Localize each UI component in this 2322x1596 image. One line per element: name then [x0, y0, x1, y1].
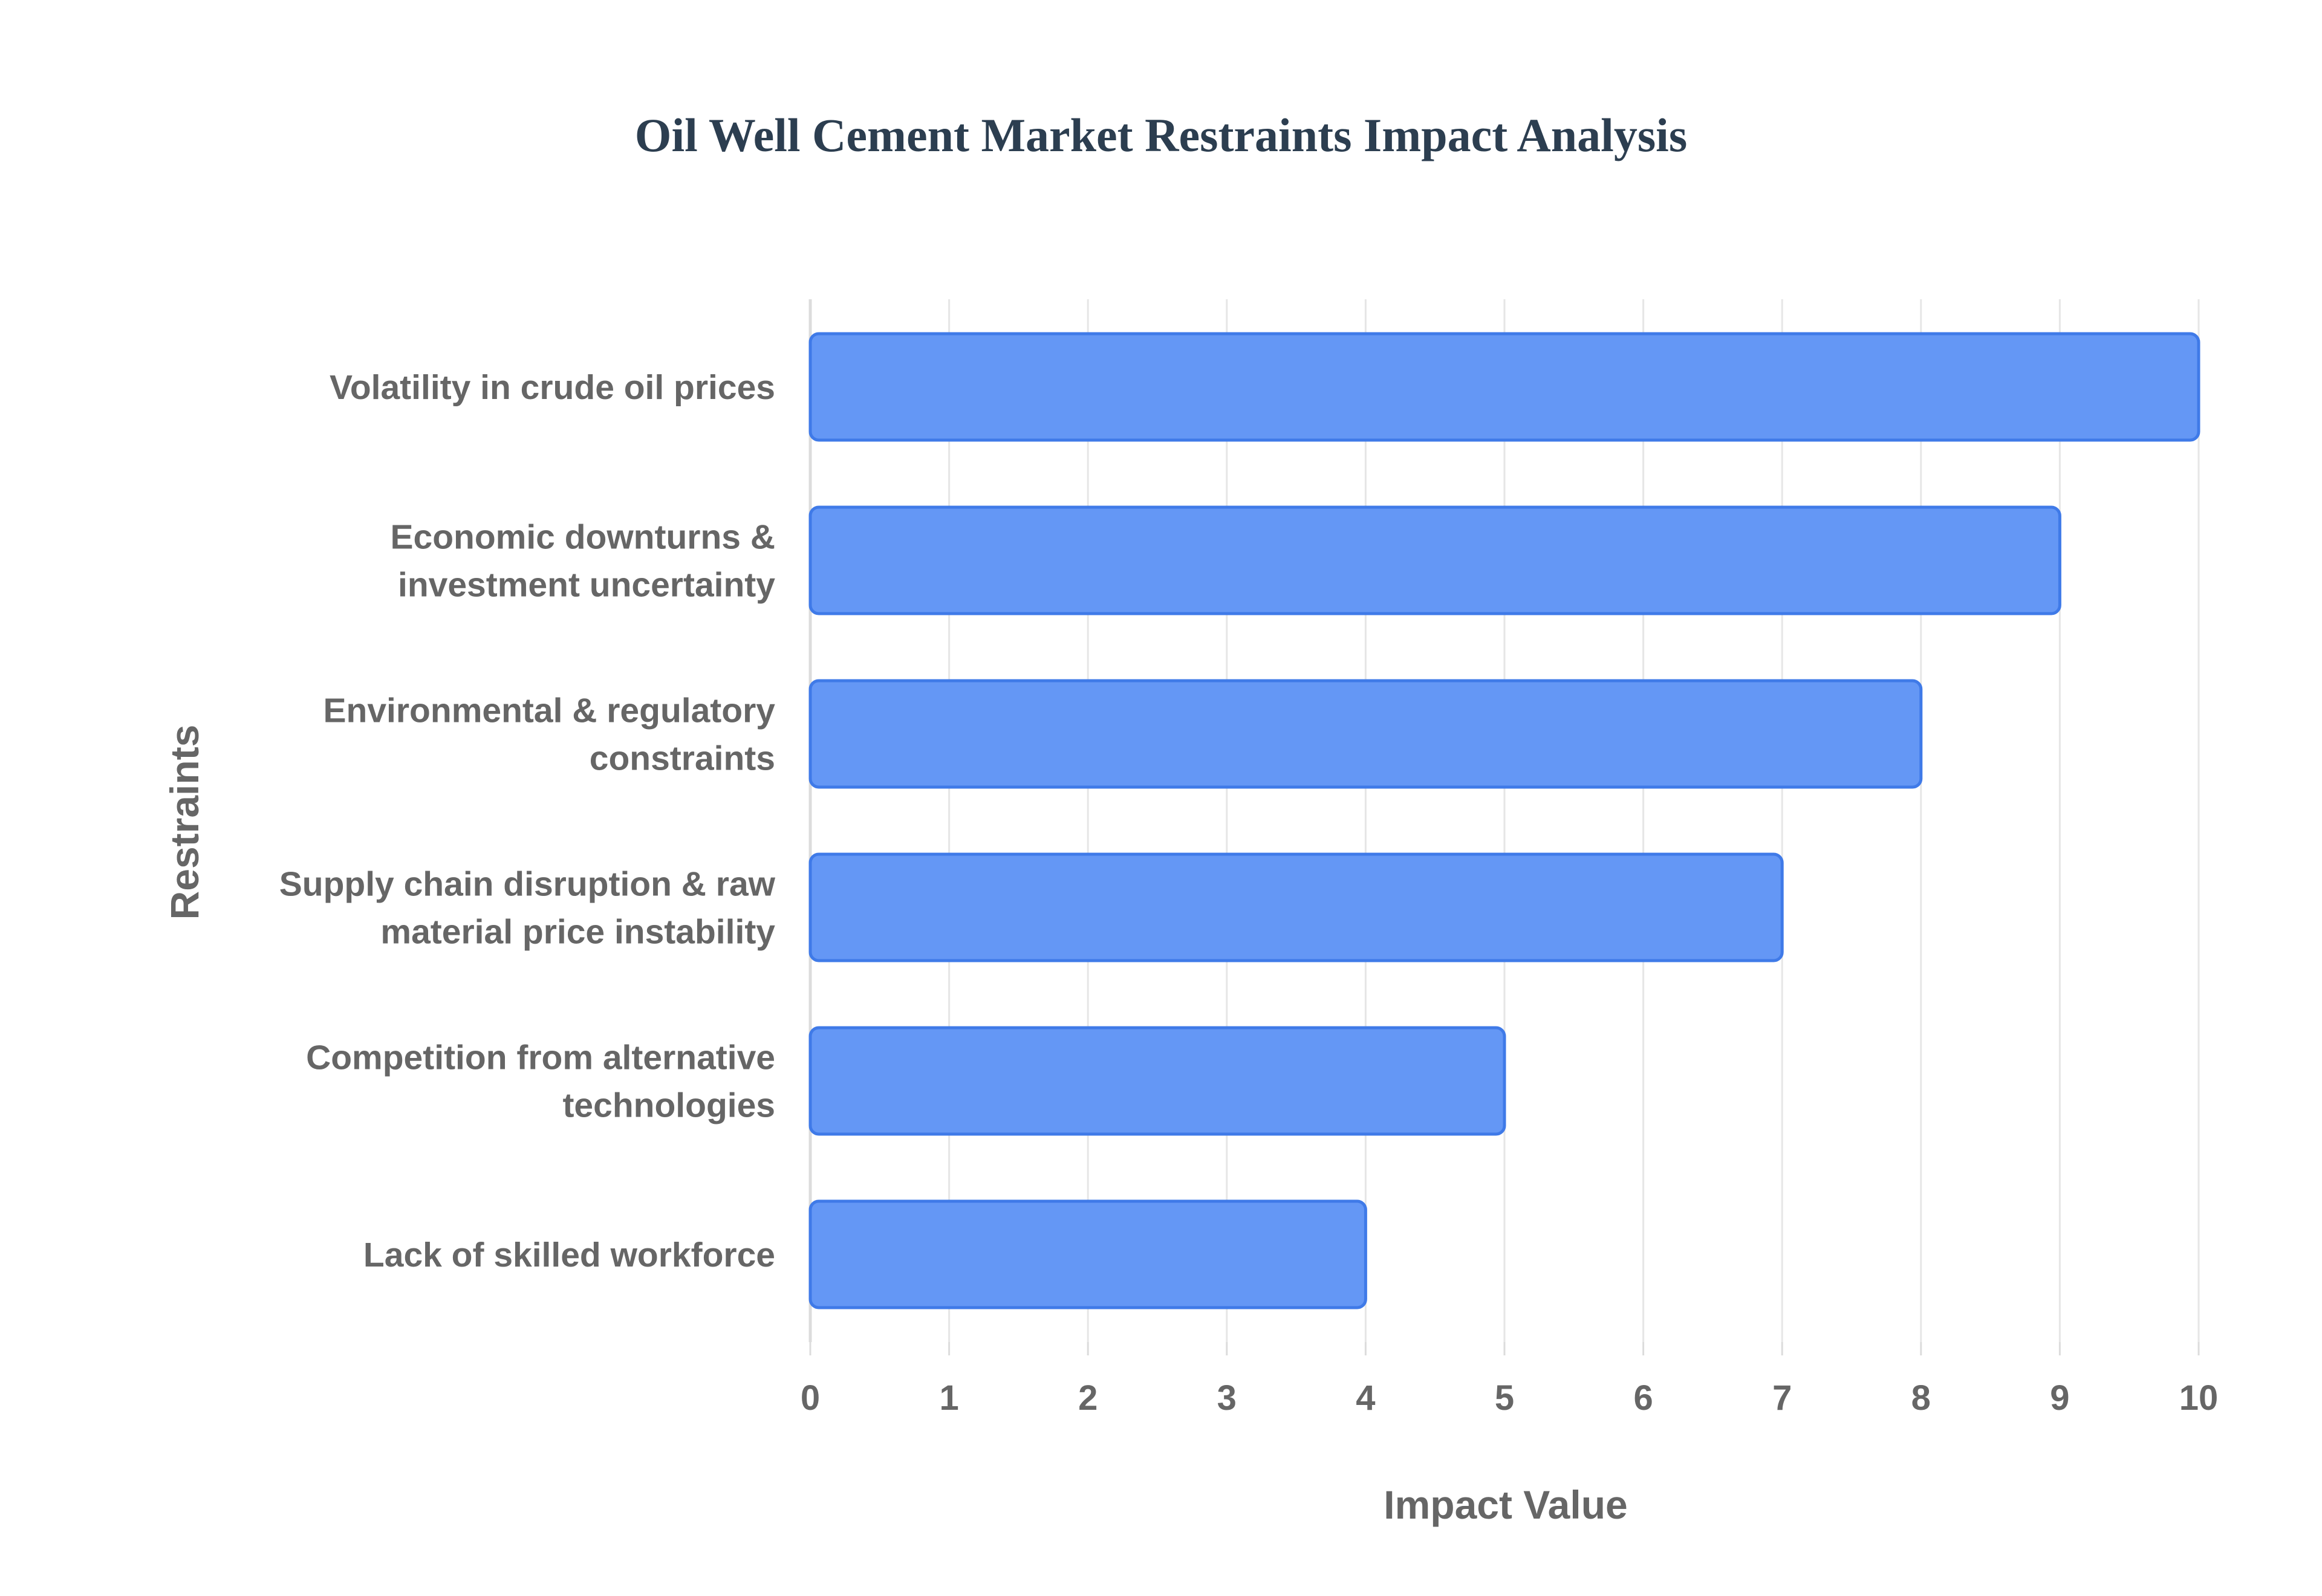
- chart-title: Oil Well Cement Market Restraints Impact…: [635, 109, 1687, 161]
- bar: [808, 1199, 1367, 1309]
- x-tick-label: 2: [1078, 1378, 1098, 1418]
- grid-lines: [808, 299, 2200, 1355]
- x-tick-labels: 0 1 2 3 4 5 6 7 8 9 10: [801, 1378, 2218, 1418]
- bar: [808, 852, 1784, 962]
- x-tick-label: 4: [1356, 1378, 1375, 1418]
- x-axis-title: Impact Value: [1384, 1482, 1628, 1527]
- category-labels: Volatility in crude oil prices Economic d…: [279, 368, 776, 1274]
- bar: [808, 679, 1923, 789]
- x-tick-label: 5: [1495, 1378, 1514, 1418]
- y-axis-title: Restraints: [162, 725, 207, 920]
- bar: [808, 505, 2061, 615]
- category-label: Supply chain disruption & raw material pr…: [279, 865, 776, 952]
- x-tick-label: 8: [1911, 1378, 1931, 1418]
- category-label: Volatility in crude oil prices: [330, 368, 775, 407]
- x-tick-label: 7: [1772, 1378, 1792, 1418]
- x-tick-label: 1: [939, 1378, 958, 1418]
- bar: [808, 1026, 1506, 1136]
- category-label: Competition from alternative technologies: [306, 1039, 775, 1125]
- category-label: Environmental & regulatory constraints: [324, 692, 776, 778]
- bars: [808, 332, 2200, 1309]
- category-label: Lack of skilled workforce: [363, 1236, 775, 1274]
- bar: [808, 332, 2200, 442]
- x-tick-label: 6: [1633, 1378, 1653, 1418]
- x-tick-label: 0: [801, 1378, 820, 1418]
- x-tick-label: 9: [2050, 1378, 2069, 1418]
- category-label: Economic downturns & investment uncertain…: [390, 518, 775, 605]
- x-tick-label: 3: [1217, 1378, 1237, 1418]
- x-tick-label: 10: [2179, 1378, 2219, 1418]
